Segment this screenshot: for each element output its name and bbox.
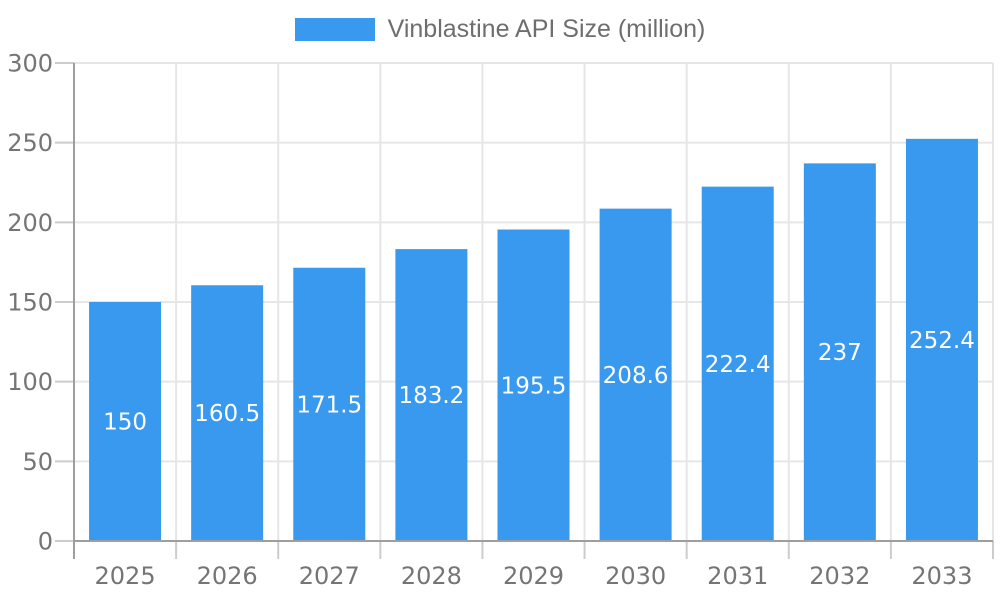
- bar-2029[interactable]: [497, 229, 570, 541]
- bar-value-label: 237: [818, 340, 862, 366]
- bar-2026[interactable]: [191, 285, 264, 541]
- bar-value-label: 183.2: [398, 383, 464, 409]
- legend-swatch: [294, 18, 375, 41]
- bar-2030[interactable]: [599, 208, 672, 541]
- x-tick-label: 2025: [95, 562, 156, 590]
- x-tick-label: 2027: [299, 562, 360, 590]
- bar-2025[interactable]: [89, 302, 162, 541]
- y-tick-label: 250: [7, 129, 53, 157]
- bar-2033[interactable]: [905, 138, 978, 542]
- bar-2028[interactable]: [395, 249, 468, 542]
- y-tick-label: 200: [7, 209, 53, 237]
- x-tick-label: 2028: [401, 562, 462, 590]
- chart-legend[interactable]: Vinblastine API Size (million): [0, 17, 1000, 42]
- legend-label: Vinblastine API Size (million): [387, 15, 706, 43]
- bar-value-label: 160.5: [194, 401, 260, 427]
- x-tick-label: 2029: [503, 562, 564, 590]
- bar-value-label: 195.5: [501, 373, 567, 399]
- bar-2031[interactable]: [701, 186, 774, 541]
- bar-value-label: 171.5: [296, 392, 362, 418]
- y-tick-label: 100: [7, 368, 53, 396]
- bar-value-label: 208.6: [603, 363, 669, 389]
- y-tick-label: 150: [7, 289, 53, 317]
- x-tick-label: 2031: [707, 562, 768, 590]
- bar-value-label: 252.4: [909, 328, 975, 354]
- bar-2032[interactable]: [803, 163, 876, 541]
- y-tick-label: 0: [38, 528, 53, 556]
- bar-value-label: 222.4: [705, 352, 771, 378]
- y-tick-label: 50: [22, 448, 53, 476]
- bar-2027[interactable]: [293, 267, 366, 541]
- x-tick-label: 2026: [197, 562, 258, 590]
- x-tick-label: 2030: [605, 562, 666, 590]
- x-tick-label: 2033: [911, 562, 972, 590]
- x-tick-label: 2032: [809, 562, 870, 590]
- bar-value-label: 150: [103, 410, 147, 436]
- y-tick-label: 300: [7, 50, 53, 78]
